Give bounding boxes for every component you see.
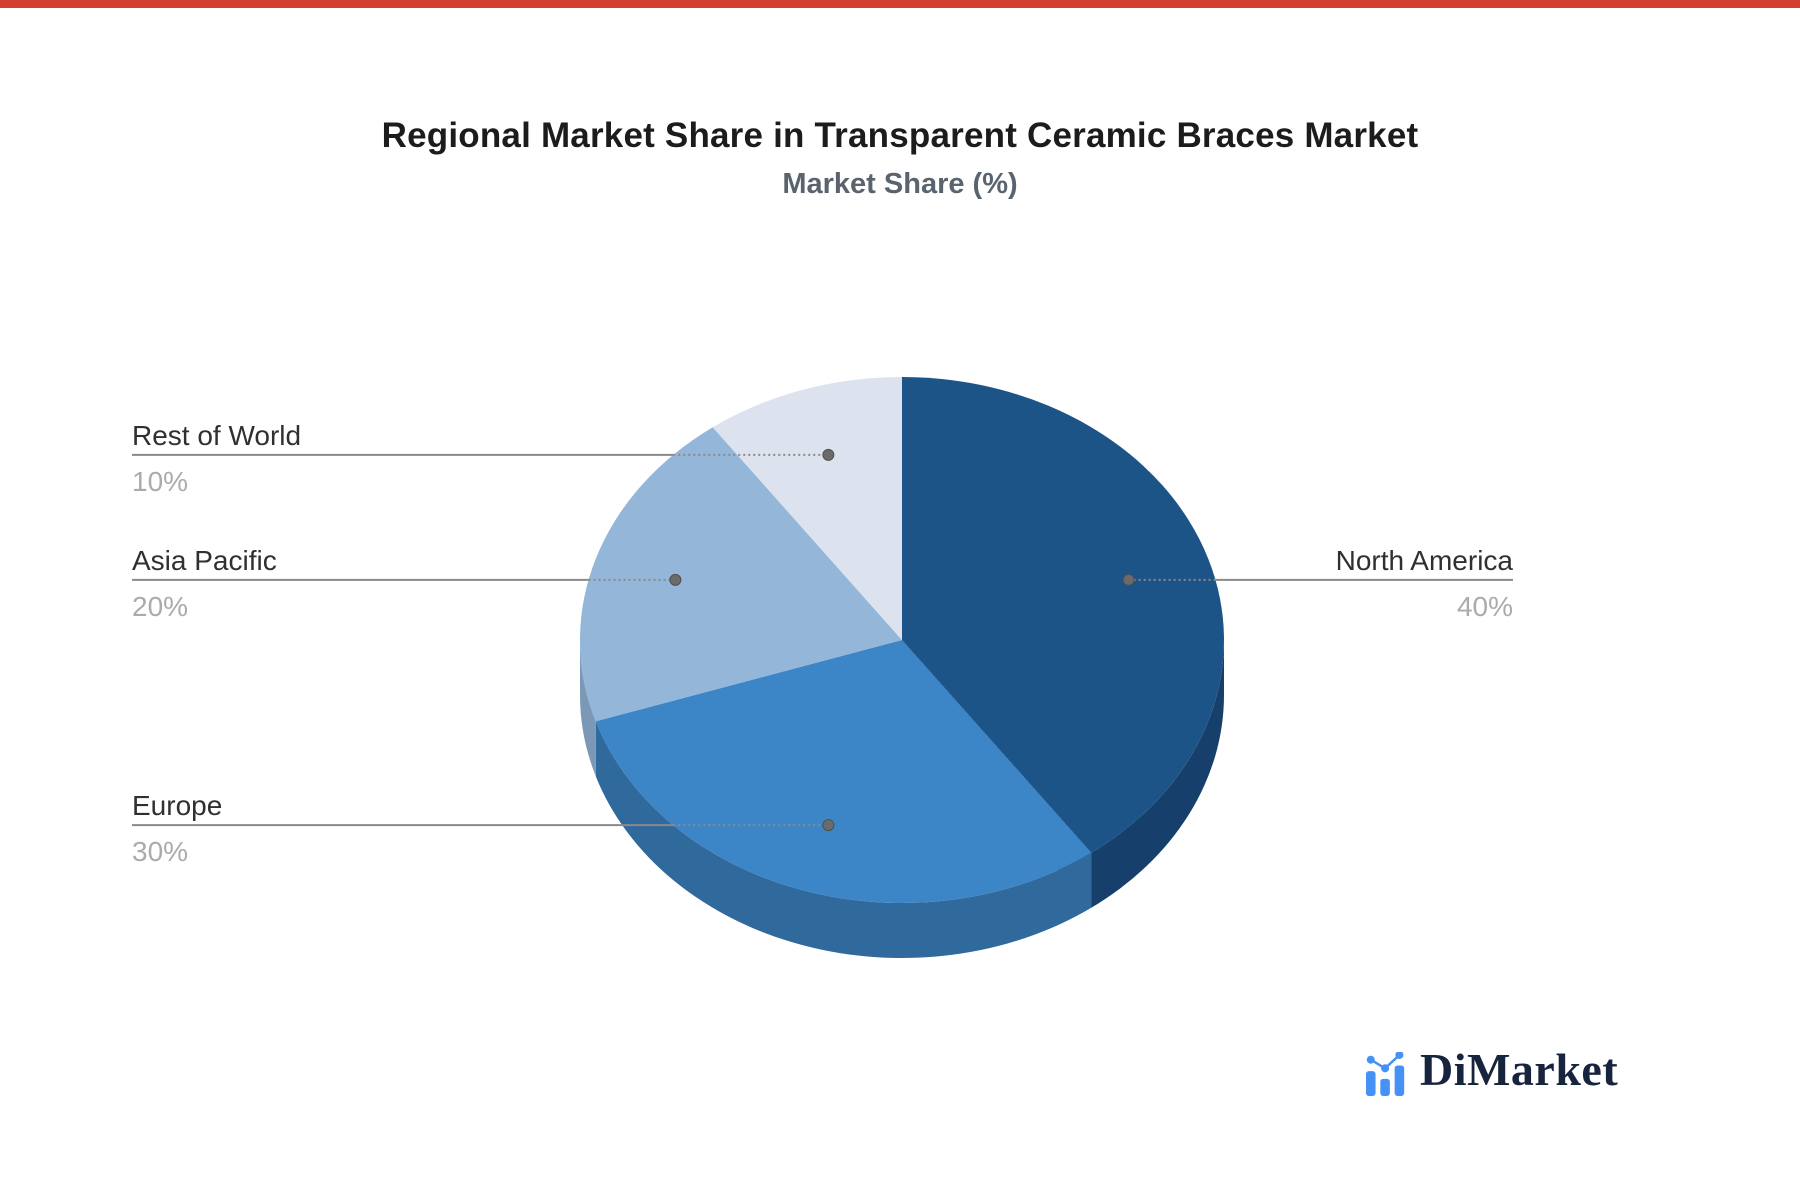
bar-line-chart-icon (1366, 1052, 1405, 1096)
slice-label: Asia Pacific (132, 545, 277, 576)
logo-dot (1395, 1052, 1404, 1059)
brand-name: DiMarket (1420, 1044, 1619, 1095)
pie-slice-rest-of-world[interactable] (712, 377, 902, 640)
logo-dot (1366, 1055, 1375, 1064)
slice-pct: 20% (132, 591, 188, 622)
logo-bar (1394, 1065, 1405, 1096)
logo-bar (1366, 1071, 1376, 1096)
pie-side-europe (595, 721, 1092, 958)
brand-logo: DiMarket (1366, 1042, 1618, 1098)
slice-label: Rest of World (132, 420, 301, 451)
slice-label: Europe (132, 790, 222, 821)
slice-pct: 40% (1457, 591, 1513, 622)
leader-dot-rest-of-world (822, 448, 835, 461)
slice-label: North America (1336, 545, 1514, 576)
chart-title: Regional Market Share in Transparent Cer… (381, 116, 1419, 155)
pie-side-asia-pacific (580, 640, 596, 777)
chart-subtitle: Market Share (%) (782, 168, 1018, 200)
pie-slice-europe[interactable] (595, 640, 1092, 903)
leader-dot-north-america (1122, 573, 1135, 586)
pie-slice-asia-pacific[interactable] (580, 427, 902, 722)
slice-pct: 10% (132, 466, 188, 497)
slice-pct: 30% (132, 836, 188, 867)
leader-dot-europe (822, 819, 835, 832)
logo-dot (1381, 1064, 1390, 1073)
pie-slice-north-america[interactable] (902, 377, 1224, 853)
top-accent-bar (0, 0, 1800, 8)
chart-area: Regional Market Share in Transparent Cer… (0, 8, 1800, 1196)
pie-side-north-america (1091, 640, 1224, 908)
logo-bar (1380, 1078, 1390, 1096)
leader-dot-asia-pacific (669, 573, 682, 586)
